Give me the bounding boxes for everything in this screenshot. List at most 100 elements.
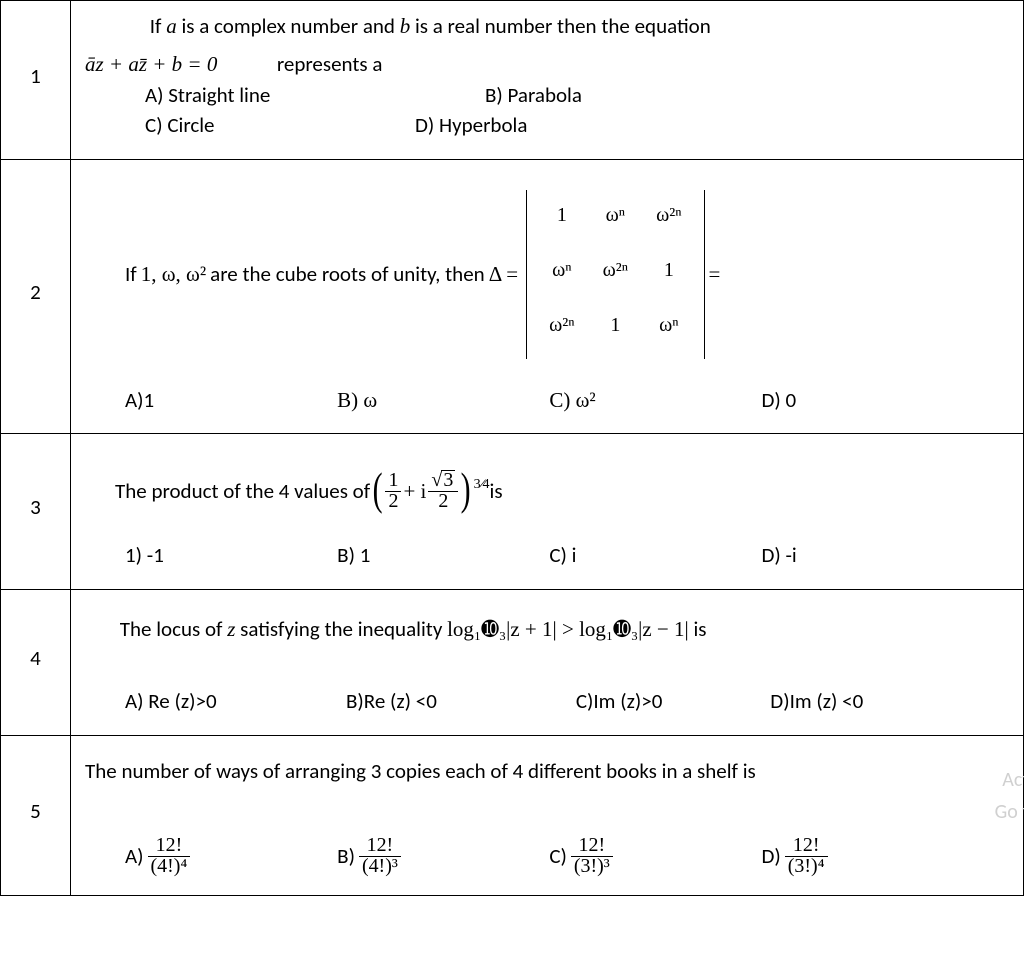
fraction: 12! (3!)³: [571, 836, 613, 877]
question-cell: Act Go t The number of ways of arranging…: [71, 735, 1024, 895]
text: If: [125, 259, 137, 289]
text: are the cube roots of unity, then: [210, 259, 485, 289]
text: The locus of: [120, 616, 227, 642]
text: If: [150, 13, 166, 39]
option-b: B) 12! (4!)³: [337, 836, 549, 877]
label: D): [761, 841, 780, 871]
exponent: 3/4: [474, 475, 490, 495]
text: is: [490, 476, 503, 506]
fraction: 12! (3!)⁴: [785, 836, 828, 877]
question-cell: If a is a complex number and b is a real…: [71, 1, 1024, 160]
denominator: (4!)³: [359, 857, 401, 877]
rparen-icon: ): [461, 466, 471, 512]
question-number: 3: [1, 434, 71, 589]
denominator: 2: [385, 492, 401, 512]
lparen-icon: (: [373, 466, 383, 512]
options: A) Re (z)>0 B)Re (z) <0 C)Im (z)>0 D)Im …: [125, 686, 1009, 716]
options: A) 12! (4!)⁴ B) 12! (4!)³ C) 12! (3!)³: [125, 836, 1009, 877]
numerator: 1: [385, 471, 401, 492]
label: A): [125, 841, 144, 871]
fraction-half: 1 2: [385, 471, 401, 512]
question-cell: The product of the 4 values of ( 1 2 + i…: [71, 434, 1024, 589]
question-cell: The locus of z satisfying the inequality…: [71, 589, 1024, 735]
denominator: (3!)³: [571, 857, 613, 877]
numerator: 12!: [785, 836, 828, 857]
option-d: D) 12! (3!)⁴: [761, 836, 938, 877]
label: B): [337, 841, 355, 871]
question-number: 1: [1, 1, 71, 160]
option-a: A) Straight line: [145, 80, 485, 110]
d31: ω²ⁿ: [535, 302, 588, 357]
question-number: 2: [1, 159, 71, 433]
d33: ωⁿ: [642, 302, 695, 357]
text: The product of the 4 values of: [115, 476, 370, 506]
table-row: 1 If a is a complex number and b is a re…: [1, 1, 1024, 160]
option-b: B) Parabola: [485, 80, 785, 110]
fraction: 12! (4!)³: [359, 836, 401, 877]
option-c: C) i: [549, 540, 761, 570]
question-stem: If 1, ω, ω² are the cube roots of unity,…: [85, 190, 1009, 359]
d23: 1: [642, 247, 695, 302]
question-stem: The product of the 4 values of ( 1 2 + i…: [85, 468, 1009, 514]
option-c: C)Im (z)>0: [576, 686, 770, 716]
question-cell: If 1, ω, ω² are the cube roots of unity,…: [71, 159, 1024, 433]
text: is a real number then the equation: [415, 13, 711, 39]
d13: ω²ⁿ: [642, 192, 695, 247]
roots: 1, ω, ω²: [141, 259, 206, 289]
option-d: D) 0: [761, 385, 938, 415]
question-stem: The locus of z satisfying the inequality…: [85, 614, 1009, 644]
denominator: (3!)⁴: [785, 857, 828, 877]
d21: ωⁿ: [535, 247, 588, 302]
table-row: 4 The locus of z satisfying the inequali…: [1, 589, 1024, 735]
radicand: 3: [441, 470, 455, 491]
option-b: B) 1: [337, 540, 549, 570]
table-row: 5 Act Go t The number of ways of arrangi…: [1, 735, 1024, 895]
equation: āz + az̄ + b = 0: [85, 52, 217, 76]
label: C): [549, 841, 567, 871]
option-d: D)Im (z) <0: [770, 686, 964, 716]
determinant: 1ωⁿω²ⁿ ωⁿω²ⁿ1 ω²ⁿ1ωⁿ: [526, 190, 704, 359]
question-number: 4: [1, 589, 71, 735]
options: A)1 B) ω C) ω² D) 0: [125, 385, 1009, 415]
equation-line: āz + az̄ + b = 0 represents a: [85, 49, 1009, 79]
option-d: D) Hyperbola: [415, 110, 715, 140]
option-c: C) 12! (3!)³: [549, 836, 761, 877]
var-a: a: [166, 14, 177, 38]
question-number: 5: [1, 735, 71, 895]
d22: ω²ⁿ: [589, 247, 642, 302]
d12: ωⁿ: [589, 192, 642, 247]
numerator: 12!: [359, 836, 401, 857]
question-stem: If a is a complex number and b is a real…: [85, 11, 1009, 41]
numerator: 12!: [148, 836, 191, 857]
option-b: B) ω: [337, 385, 549, 415]
options: 1) -1 B) 1 C) i D) -i: [125, 540, 1009, 570]
numerator: √3: [428, 470, 458, 492]
denominator: (4!)⁴: [148, 857, 191, 877]
inequality: log₁➓₃|z + 1| > log₁➓₃|z − 1|: [447, 617, 689, 641]
fraction-sqrt3over2: √3 2: [428, 470, 458, 512]
denominator: 2: [428, 492, 458, 512]
question-stem: The number of ways of arranging 3 copies…: [85, 756, 1009, 786]
text: satisfying the inequality: [240, 616, 447, 642]
options: A) Straight line B) Parabola C) Circle D…: [145, 80, 1009, 141]
equals: =: [709, 259, 721, 289]
numerator: 12!: [571, 836, 613, 857]
option-a: A) Re (z)>0: [125, 686, 346, 716]
watermark-text: Go t: [995, 798, 1024, 827]
option-a: A)1: [125, 385, 337, 415]
option-a: A) 12! (4!)⁴: [125, 836, 337, 877]
delta: Δ =: [489, 259, 518, 289]
page: 1 If a is a complex number and b is a re…: [0, 0, 1024, 896]
d32: 1: [589, 302, 642, 357]
fraction: 12! (4!)⁴: [148, 836, 191, 877]
option-c: C) ω²: [549, 385, 761, 415]
var-b: b: [400, 14, 411, 38]
d11: 1: [535, 192, 588, 247]
text: represents a: [277, 51, 383, 77]
option-a: 1) -1: [125, 540, 337, 570]
table-row: 2 If 1, ω, ω² are the cube roots of unit…: [1, 159, 1024, 433]
option-d: D) -i: [761, 540, 938, 570]
plus-i: + i: [403, 476, 426, 506]
text: is a complex number and: [181, 13, 399, 39]
text: The number of ways of arranging 3 copies…: [85, 758, 756, 784]
